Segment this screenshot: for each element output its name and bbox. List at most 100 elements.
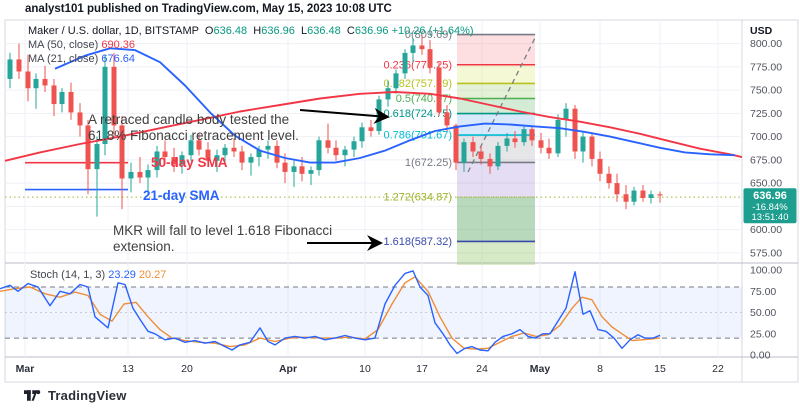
annotation-retracement: A retraced candle body tested the 61.8% …	[88, 112, 299, 143]
candle	[222, 147, 228, 156]
ma50-row[interactable]: MA (50, close) 690.36	[28, 38, 474, 52]
candle	[640, 190, 646, 198]
candle	[256, 149, 262, 158]
candle	[521, 129, 527, 143]
stoch-d-line	[0, 276, 661, 350]
annotation-extension: MKR will fall to level 1.618 Fibonacci e…	[113, 223, 333, 254]
candle	[16, 59, 22, 72]
candle	[657, 194, 663, 196]
candle	[495, 145, 501, 167]
candle	[94, 144, 100, 170]
time-tick: 13	[122, 363, 134, 375]
candle	[359, 127, 365, 142]
ohlc-open: O636.48	[204, 25, 248, 37]
candle	[393, 73, 399, 89]
price-tick: 675.00	[750, 154, 782, 166]
candle	[487, 158, 493, 167]
ma21-value: 676.64	[101, 53, 136, 65]
fib-level-label: 0.236(777.25)	[384, 59, 453, 71]
time-tick: 24	[476, 363, 488, 375]
time-tick: 22	[712, 363, 724, 375]
tradingview-brand-text[interactable]: TradingView	[48, 388, 127, 403]
candle	[325, 140, 331, 148]
price-tick: 650.00	[750, 178, 782, 190]
candle	[597, 158, 603, 174]
candle	[538, 140, 544, 148]
candles-layer	[7, 34, 663, 217]
ma21-label: MA (21, close)	[28, 53, 99, 65]
annotation-arrows	[299, 107, 390, 251]
ohlc-close: C636.96	[346, 25, 389, 37]
sma21-text-label: 21-day SMA	[143, 188, 220, 203]
symbol-row[interactable]: Maker / U.S. dollar, 1D, BITSTAMP O636.4…	[28, 25, 474, 37]
candle	[154, 151, 160, 171]
candle	[171, 157, 177, 165]
time-tick: Apr	[279, 363, 297, 375]
candle	[299, 166, 305, 174]
grid-layer	[4, 19, 799, 383]
time-tick: Mar	[16, 363, 35, 375]
candle	[162, 151, 168, 158]
candle	[42, 78, 48, 86]
time-tick: 8	[597, 363, 603, 375]
candle	[265, 145, 271, 150]
price-tick: 700.00	[750, 131, 782, 143]
footer: TradingView	[24, 388, 127, 403]
tradingview-logo-icon[interactable]	[24, 388, 42, 403]
ma21-row[interactable]: MA (21, close) 676.64	[28, 52, 474, 66]
time-axis[interactable]: Mar 13 20 Apr 10 17 24 May 8 15 22	[16, 363, 724, 375]
fib-level-label: 0.786(701.67)	[384, 130, 453, 142]
candle	[351, 141, 357, 150]
candle	[25, 71, 31, 89]
badge-change: -16.84%	[752, 202, 788, 213]
candle	[274, 145, 280, 163]
symbol-legend[interactable]: Maker / U.S. dollar, 1D, BITSTAMP O636.4…	[28, 24, 474, 66]
candle	[85, 125, 91, 170]
ma50-label: MA (50, close)	[28, 39, 99, 51]
fib-level-label: 1(672.25)	[405, 157, 452, 169]
candle	[614, 183, 620, 195]
ohlc-low: L636.48	[301, 25, 341, 37]
candle	[589, 136, 595, 159]
fib-level-label: 1.272(634.87)	[384, 192, 453, 204]
change-value: +10.26 (+1.64%)	[391, 25, 474, 37]
candle	[291, 166, 297, 172]
stoch-label: Stoch (14, 1, 3)	[30, 269, 106, 281]
candle	[316, 140, 322, 171]
fib-level-label: 0.382(757.19)	[384, 78, 453, 90]
candle	[606, 173, 612, 184]
candle	[179, 155, 185, 165]
price-tick: 600.00	[750, 224, 782, 236]
candle	[59, 91, 65, 105]
candle	[546, 147, 552, 154]
candle	[188, 140, 194, 156]
ohlc-high: H636.96	[253, 25, 295, 37]
candle	[119, 125, 125, 179]
candle	[33, 78, 39, 89]
ma21-line	[54, 47, 736, 164]
price-tick: 725.00	[750, 108, 782, 120]
candle	[555, 119, 561, 154]
candle	[128, 171, 134, 179]
stoch-tick: 50.00	[750, 307, 776, 319]
candle	[444, 112, 450, 126]
candle	[7, 59, 13, 79]
time-tick: 10	[359, 363, 371, 375]
stoch-tick: 75.00	[750, 286, 776, 298]
price-tick: 750.00	[750, 85, 782, 97]
stoch-tick: 0.00	[750, 350, 771, 362]
candle	[631, 190, 637, 202]
badge-countdown: 13:51:40	[752, 212, 789, 223]
candle	[529, 129, 535, 141]
candle	[385, 88, 391, 100]
stoch-tick: 25.00	[750, 328, 776, 340]
candle	[478, 151, 484, 159]
price-tick: 575.00	[750, 247, 782, 259]
stochastic-pane	[0, 270, 742, 355]
time-tick: 20	[181, 363, 193, 375]
fib-level-label: 0.5(740.97)	[396, 93, 452, 105]
stoch-legend[interactable]: Stoch (14, 1, 3) 23.29 20.27	[30, 269, 166, 281]
